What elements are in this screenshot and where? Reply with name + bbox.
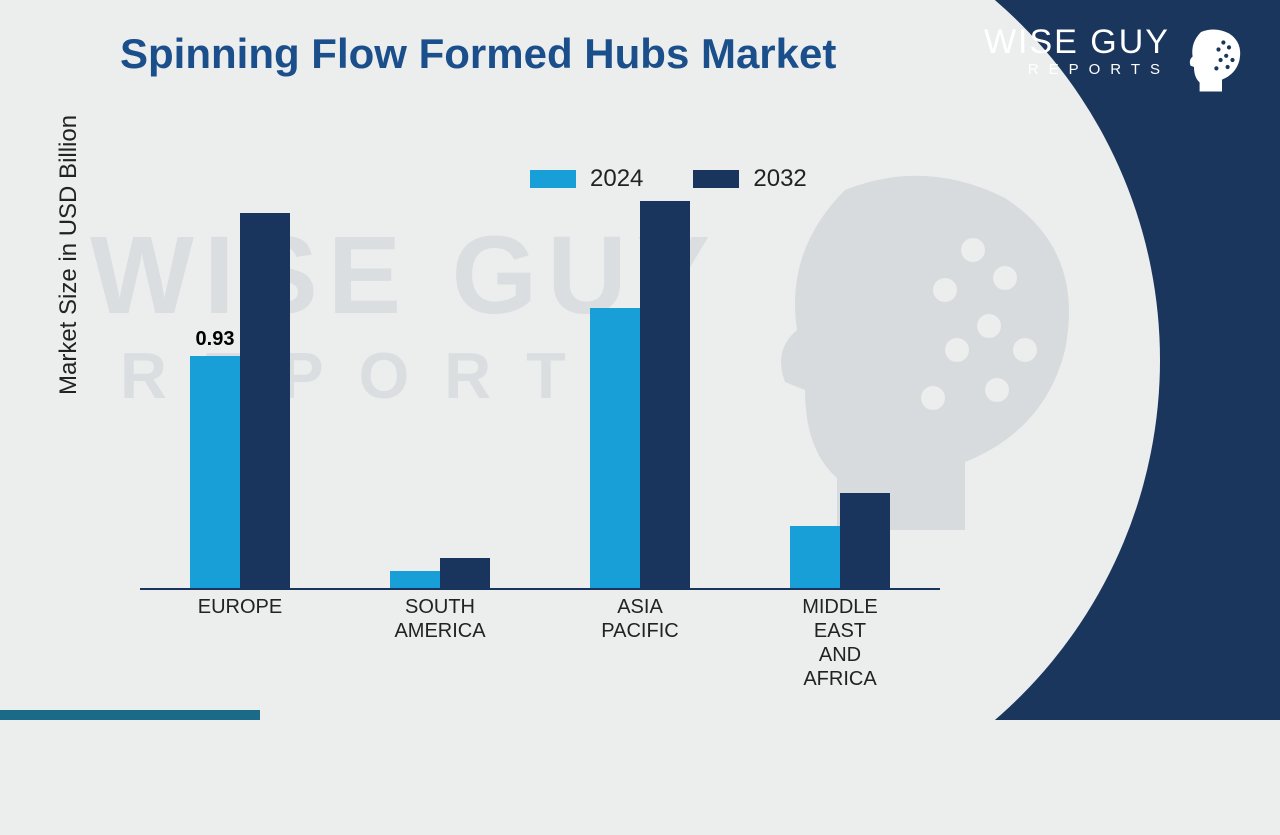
bar-group (780, 493, 900, 588)
legend-swatch-2024 (530, 170, 576, 188)
bar-value-label: 0.93 (196, 328, 235, 351)
x-axis-label: SOUTHAMERICA (380, 595, 500, 691)
bar (640, 201, 690, 589)
x-axis-label: MIDDLEEASTANDAFRICA (780, 595, 900, 691)
bar (840, 493, 890, 588)
bar-group: 0.93 (180, 213, 300, 588)
bar-group (580, 201, 700, 589)
legend-item-2024: 2024 (530, 165, 643, 193)
legend-label-2024: 2024 (590, 165, 643, 193)
brand-logo: WISE GUY REPORTS (984, 25, 1250, 100)
brand-sub: REPORTS (1028, 61, 1170, 78)
bar: 0.93 (190, 356, 240, 589)
bar (790, 526, 840, 589)
bar (390, 571, 440, 589)
bar (240, 213, 290, 588)
head-icon (1180, 25, 1250, 100)
bar-group (380, 558, 500, 588)
legend-item-2032: 2032 (693, 165, 806, 193)
legend-label-2032: 2032 (753, 165, 806, 193)
legend: 2024 2032 (530, 165, 807, 193)
chart-title: Spinning Flow Formed Hubs Market (120, 30, 836, 78)
bar-chart: 0.93 (140, 190, 940, 590)
y-axis-label: Market Size in USD Billion (55, 115, 83, 395)
x-axis-label: EUROPE (180, 595, 300, 691)
bar (440, 558, 490, 588)
bottom-accent-bar (0, 710, 260, 720)
x-axis-labels: EUROPE SOUTHAMERICA ASIAPACIFIC MIDDLEEASTA… (140, 595, 940, 691)
bar (590, 308, 640, 588)
legend-swatch-2032 (693, 170, 739, 188)
x-axis-label: ASIAPACIFIC (580, 595, 700, 691)
brand-main: WISE GUY (984, 25, 1170, 59)
